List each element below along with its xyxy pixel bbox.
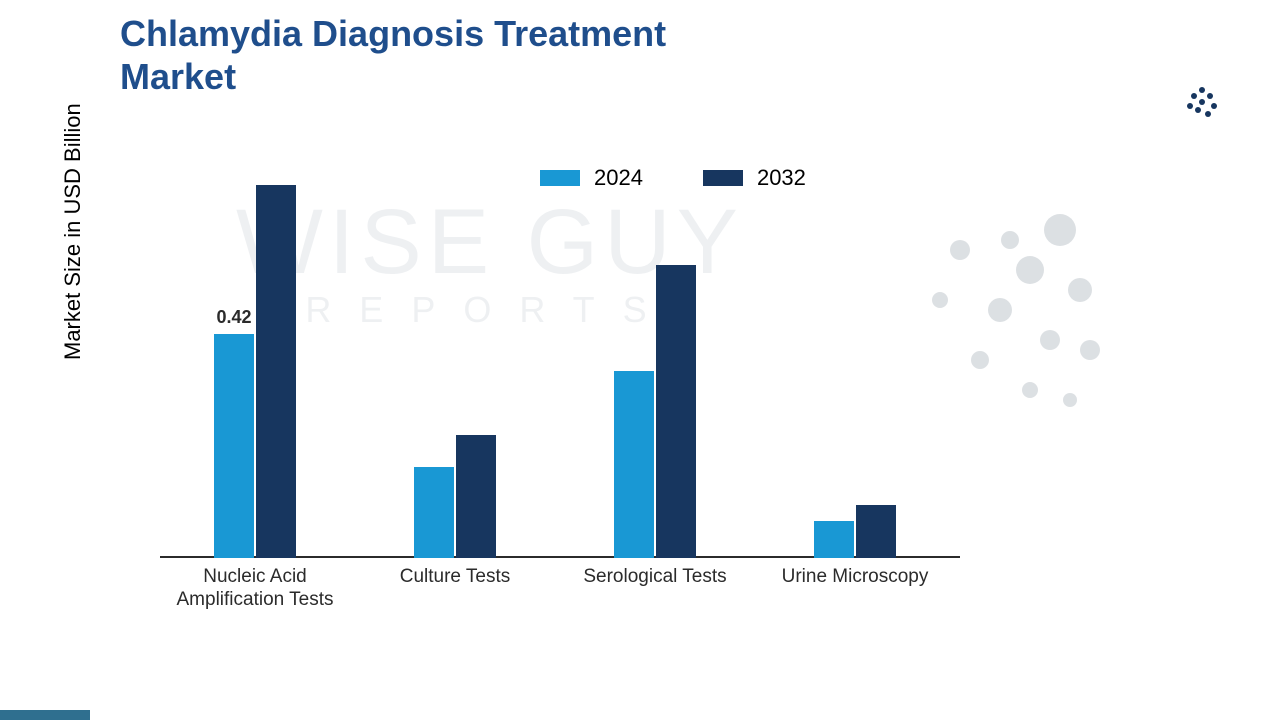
bar bbox=[414, 467, 454, 558]
bar bbox=[214, 334, 254, 558]
brand-head-icon bbox=[1168, 76, 1238, 146]
y-axis-label: Market Size in USD Billion bbox=[60, 103, 86, 360]
bar bbox=[656, 265, 696, 558]
chart: Market Size in USD Billion 0.42Nucleic A… bbox=[100, 160, 970, 680]
bar bbox=[814, 521, 854, 558]
bar bbox=[456, 435, 496, 558]
category-label: Nucleic Acid Amplification Tests bbox=[170, 566, 340, 612]
bar bbox=[614, 371, 654, 558]
bar bbox=[256, 185, 296, 558]
brand-logo-main: WISE GUY bbox=[1064, 18, 1250, 57]
category-label: Culture Tests bbox=[370, 566, 540, 589]
bottom-accent-bar bbox=[0, 710, 90, 720]
brand-logo: WISE GUY REPORTS bbox=[1064, 18, 1250, 71]
chart-title: Chlamydia Diagnosis Treatment Market bbox=[120, 12, 740, 98]
bar-value-label: 0.42 bbox=[204, 307, 264, 328]
category-label: Serological Tests bbox=[570, 566, 740, 589]
category-label: Urine Microscopy bbox=[770, 566, 940, 589]
bar bbox=[856, 505, 896, 558]
brand-logo-sub: REPORTS bbox=[1064, 55, 1250, 71]
plot-area: 0.42Nucleic Acid Amplification TestsCult… bbox=[160, 160, 960, 560]
